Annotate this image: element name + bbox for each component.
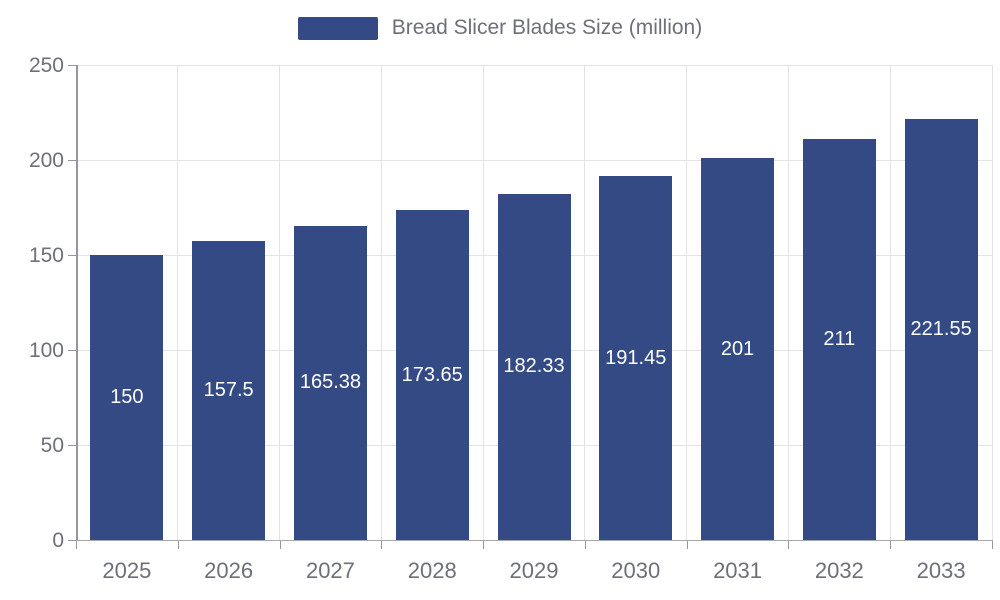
bar-value-label: 182.33 [503, 355, 565, 378]
gridline-vertical [991, 65, 993, 540]
y-tick-mark [68, 445, 76, 446]
x-tick-mark [177, 541, 179, 549]
y-tick-mark [68, 255, 76, 256]
gridline-vertical [787, 65, 789, 540]
gridline-vertical [177, 65, 179, 540]
x-tick-mark [584, 541, 586, 549]
gridline-vertical [686, 65, 688, 540]
x-tick-mark [992, 541, 993, 549]
x-tick-mark [890, 541, 892, 549]
bar-2027[interactable]: 165.38 [293, 225, 367, 540]
plot-area: 150 157.5 165.38 173.65 182.33 191.45 201 211 22… [76, 64, 993, 541]
x-axis-line [76, 540, 993, 541]
x-tick-mark [483, 541, 485, 549]
bar-2025[interactable]: 150 [90, 255, 164, 540]
y-tick-label: 0 [52, 529, 64, 552]
bar-value-label: 211 [823, 328, 856, 351]
y-axis-line [76, 65, 78, 541]
x-tick-mark [76, 541, 77, 549]
gridline-vertical [482, 65, 484, 540]
y-tick-label: 150 [28, 244, 64, 267]
bar-value-label: 221.55 [910, 318, 972, 341]
bar-value-label: 201 [720, 337, 755, 360]
x-tick-mark [279, 541, 281, 549]
bar-2032[interactable]: 211 [802, 139, 876, 540]
y-tick-label: 100 [28, 339, 64, 362]
gridline-vertical [584, 65, 586, 540]
legend-swatch [297, 16, 378, 40]
y-tick-mark [68, 65, 76, 66]
bar-value-label: 150 [110, 386, 144, 408]
gridline-vertical [889, 65, 891, 540]
bar-2033[interactable]: 221.55 [904, 119, 978, 540]
gridline-horizontal [76, 64, 992, 66]
gridline-horizontal [76, 159, 992, 161]
x-tick-label: 2025 [102, 558, 152, 583]
x-tick-mark [788, 541, 790, 549]
bar-2031[interactable]: 201 [701, 158, 775, 540]
gridline-vertical [279, 65, 281, 540]
legend[interactable]: Bread Slicer Blades Size (million) [0, 16, 1000, 40]
x-tick-label: 2028 [407, 558, 457, 583]
bar-value-label: 191.45 [605, 346, 667, 369]
bar-value-label: 165.38 [299, 371, 362, 394]
x-tick-label: 2029 [509, 558, 559, 583]
x-tick-label: 2027 [305, 558, 355, 583]
legend-label: Bread Slicer Blades Size (million) [391, 16, 703, 39]
y-tick-mark [68, 160, 76, 161]
x-tick-label: 2031 [713, 558, 763, 583]
x-tick-label: 2030 [611, 558, 661, 583]
bar-value-label: 157.5 [203, 378, 254, 401]
y-tick-label: 250 [28, 54, 64, 77]
bar-value-label: 173.65 [401, 363, 463, 386]
y-tick-mark [68, 540, 76, 541]
gridline-vertical [380, 65, 382, 540]
y-tick-label: 50 [40, 434, 64, 457]
x-tick-label: 2032 [814, 558, 864, 583]
bar-2030[interactable]: 191.45 [599, 176, 673, 540]
bar-2029[interactable]: 182.33 [497, 193, 571, 540]
x-tick-mark [381, 541, 383, 549]
x-tick-label: 2026 [204, 558, 254, 583]
x-tick-label: 2033 [916, 558, 966, 583]
x-tick-mark [686, 541, 688, 549]
bar-2028[interactable]: 173.65 [395, 210, 469, 540]
y-tick-label: 200 [28, 149, 64, 172]
y-tick-mark [68, 350, 76, 351]
bar-2026[interactable]: 157.5 [192, 240, 266, 540]
